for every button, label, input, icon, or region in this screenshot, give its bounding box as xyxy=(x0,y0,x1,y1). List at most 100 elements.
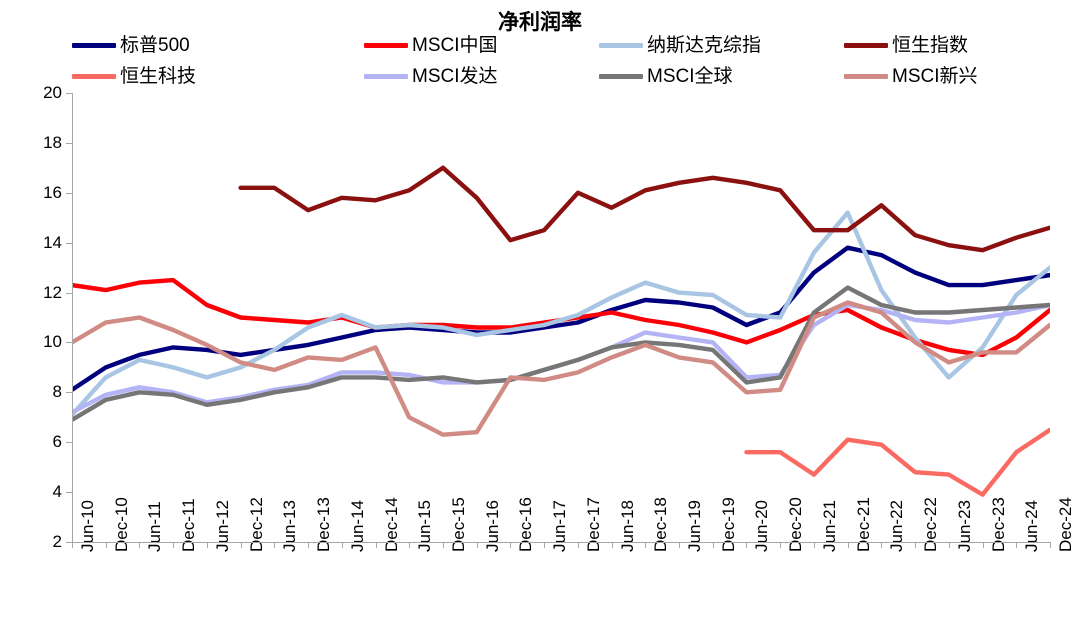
y-tick-label: 10 xyxy=(43,332,62,352)
x-tick-mark xyxy=(948,542,950,548)
legend-item[interactable]: MSCI新兴 xyxy=(844,63,978,89)
x-tick-mark xyxy=(139,542,141,548)
x-tick-label: Jun-13 xyxy=(280,500,300,552)
x-tick-label: Jun-14 xyxy=(347,500,367,552)
y-tick-label: 14 xyxy=(43,232,62,252)
y-tick-mark xyxy=(66,242,72,244)
series-line xyxy=(72,285,1050,422)
chart-title: 净利润率 xyxy=(498,11,582,34)
legend-item[interactable]: MSCI全球 xyxy=(599,63,733,89)
series-line xyxy=(72,300,1050,437)
x-tick-mark xyxy=(746,542,748,548)
y-tick-mark xyxy=(66,93,72,94)
y-tick-mark xyxy=(66,192,72,194)
legend-item[interactable]: 纳斯达克综指 xyxy=(599,32,761,58)
y-tick-mark xyxy=(66,542,72,543)
legend-color-swatch xyxy=(364,42,408,48)
x-tick-label: Dec-13 xyxy=(314,497,334,552)
legend-label: MSCI中国 xyxy=(412,34,498,56)
y-tick-label: 16 xyxy=(43,182,62,202)
legend-color-swatch xyxy=(599,73,643,79)
x-tick-mark xyxy=(847,542,849,548)
x-tick-label: Dec-24 xyxy=(1056,497,1075,552)
x-tick-mark xyxy=(105,542,107,548)
x-tick-label: Dec-11 xyxy=(179,498,199,552)
series-line xyxy=(744,427,1050,497)
plot-area xyxy=(72,93,1050,542)
x-tick-mark xyxy=(409,542,411,548)
x-tick-mark xyxy=(308,542,310,548)
series-line xyxy=(72,245,1050,392)
x-tick-mark xyxy=(915,542,917,548)
x-tick-label: Dec-23 xyxy=(988,497,1008,552)
x-tick-label: Dec-14 xyxy=(381,497,401,552)
legend-label: MSCI新兴 xyxy=(892,65,978,87)
x-tick-label: Dec-18 xyxy=(651,497,671,552)
y-tick-mark xyxy=(66,142,72,144)
x-tick-label: Jun-24 xyxy=(1022,500,1042,552)
y-tick-label: 12 xyxy=(43,282,62,302)
legend-color-swatch xyxy=(599,42,643,48)
x-tick-mark xyxy=(881,542,883,548)
y-tick-mark xyxy=(66,442,72,444)
y-tick-label: 20 xyxy=(43,83,62,102)
x-tick-label: Jun-20 xyxy=(752,500,772,552)
x-tick-mark xyxy=(712,542,714,548)
series-line xyxy=(72,210,1050,417)
x-tick-mark xyxy=(1050,542,1051,548)
legend-item[interactable]: 恒生指数 xyxy=(844,32,968,58)
chart-legend: 标普500 MSCI中国 纳斯达克综指 恒生指数恒生科技 MSCI发达 MSCI全球 MSC… xyxy=(72,32,1072,94)
y-axis-line xyxy=(72,93,73,543)
x-tick-mark xyxy=(72,542,73,548)
x-tick-label: Jun-17 xyxy=(550,500,570,552)
legend-item[interactable]: 恒生科技 xyxy=(72,63,196,89)
x-tick-label: Dec-16 xyxy=(516,497,536,552)
x-tick-mark xyxy=(577,542,579,548)
x-tick-mark xyxy=(1016,542,1018,548)
legend-label: MSCI发达 xyxy=(412,65,498,87)
x-tick-label: Dec-12 xyxy=(246,497,266,552)
x-tick-label: Dec-21 xyxy=(853,497,873,552)
legend-label: 恒生科技 xyxy=(120,65,197,87)
x-axis-line xyxy=(72,542,1051,543)
x-tick-mark xyxy=(375,542,377,548)
legend-color-swatch xyxy=(844,73,888,79)
x-tick-label: Jun-23 xyxy=(954,500,974,552)
x-tick-label: Dec-17 xyxy=(583,497,603,552)
x-tick-label: Dec-20 xyxy=(786,497,806,552)
x-tick-label: Jun-15 xyxy=(415,500,435,552)
x-tick-mark xyxy=(510,542,512,548)
x-tick-label: Jun-21 xyxy=(819,500,839,552)
legend-color-swatch xyxy=(364,73,408,79)
legend-color-swatch xyxy=(72,42,116,48)
x-tick-label: Jun-12 xyxy=(212,500,232,552)
x-tick-mark xyxy=(240,542,242,548)
y-tick-label: 4 xyxy=(52,482,62,502)
y-tick-mark xyxy=(66,392,72,394)
x-tick-label: Dec-15 xyxy=(448,497,468,552)
x-tick-mark xyxy=(274,542,276,548)
y-tick-label: 6 xyxy=(52,432,62,452)
x-tick-mark xyxy=(813,542,815,548)
x-tick-label: Jun-19 xyxy=(685,500,705,552)
x-tick-mark xyxy=(206,542,208,548)
y-tick-mark xyxy=(66,292,72,294)
x-tick-mark xyxy=(442,542,444,548)
legend-item[interactable]: 标普500 xyxy=(72,32,190,58)
legend-item[interactable]: MSCI发达 xyxy=(364,63,498,89)
y-tick-label: 8 xyxy=(52,382,62,402)
legend-item[interactable]: MSCI中国 xyxy=(364,32,498,58)
y-tick-mark xyxy=(66,492,72,494)
x-tick-label: Jun-10 xyxy=(78,500,97,552)
x-tick-mark xyxy=(780,542,782,548)
series-canvas xyxy=(72,165,1050,497)
x-tick-mark xyxy=(476,542,478,548)
legend-label: 纳斯达克综指 xyxy=(647,34,762,56)
legend-color-swatch xyxy=(844,42,888,48)
x-tick-label: Jun-22 xyxy=(887,500,907,552)
y-tick-mark xyxy=(66,342,72,344)
x-tick-mark xyxy=(679,542,681,548)
y-tick-label: 2 xyxy=(52,532,62,551)
legend-color-swatch xyxy=(72,73,116,79)
